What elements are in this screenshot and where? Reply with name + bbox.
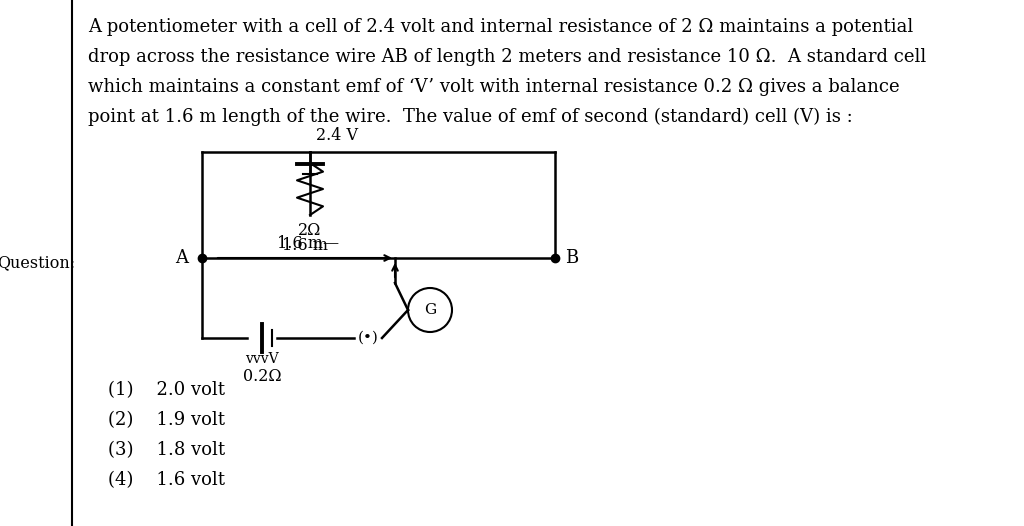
Text: G: G <box>424 303 436 317</box>
Text: which maintains a constant emf of ‘V’ volt with internal resistance 0.2 Ω gives : which maintains a constant emf of ‘V’ vo… <box>88 78 900 96</box>
Text: (1)    2.0 volt: (1) 2.0 volt <box>108 381 225 399</box>
Text: B: B <box>565 249 579 267</box>
Text: 0.2Ω: 0.2Ω <box>243 368 282 385</box>
Text: (•): (•) <box>357 331 379 345</box>
Text: Question:: Question: <box>0 255 75 271</box>
Text: 2.4 V: 2.4 V <box>316 126 358 144</box>
Text: (3)    1.8 volt: (3) 1.8 volt <box>108 441 225 459</box>
Text: (2)    1.9 volt: (2) 1.9 volt <box>108 411 225 429</box>
Text: A potentiometer with a cell of 2.4 volt and internal resistance of 2 Ω maintains: A potentiometer with a cell of 2.4 volt … <box>88 18 913 36</box>
Text: vvvV: vvvV <box>245 352 279 366</box>
Text: 1.6 m: 1.6 m <box>282 237 328 254</box>
Text: 1.6 m—: 1.6 m— <box>276 236 339 252</box>
Text: (4)    1.6 volt: (4) 1.6 volt <box>108 471 225 489</box>
Text: 2Ω: 2Ω <box>298 222 322 239</box>
Text: drop across the resistance wire AB of length 2 meters and resistance 10 Ω.  A st: drop across the resistance wire AB of le… <box>88 48 927 66</box>
Text: A: A <box>175 249 188 267</box>
Text: point at 1.6 m length of the wire.  The value of emf of second (standard) cell (: point at 1.6 m length of the wire. The v… <box>88 108 853 126</box>
